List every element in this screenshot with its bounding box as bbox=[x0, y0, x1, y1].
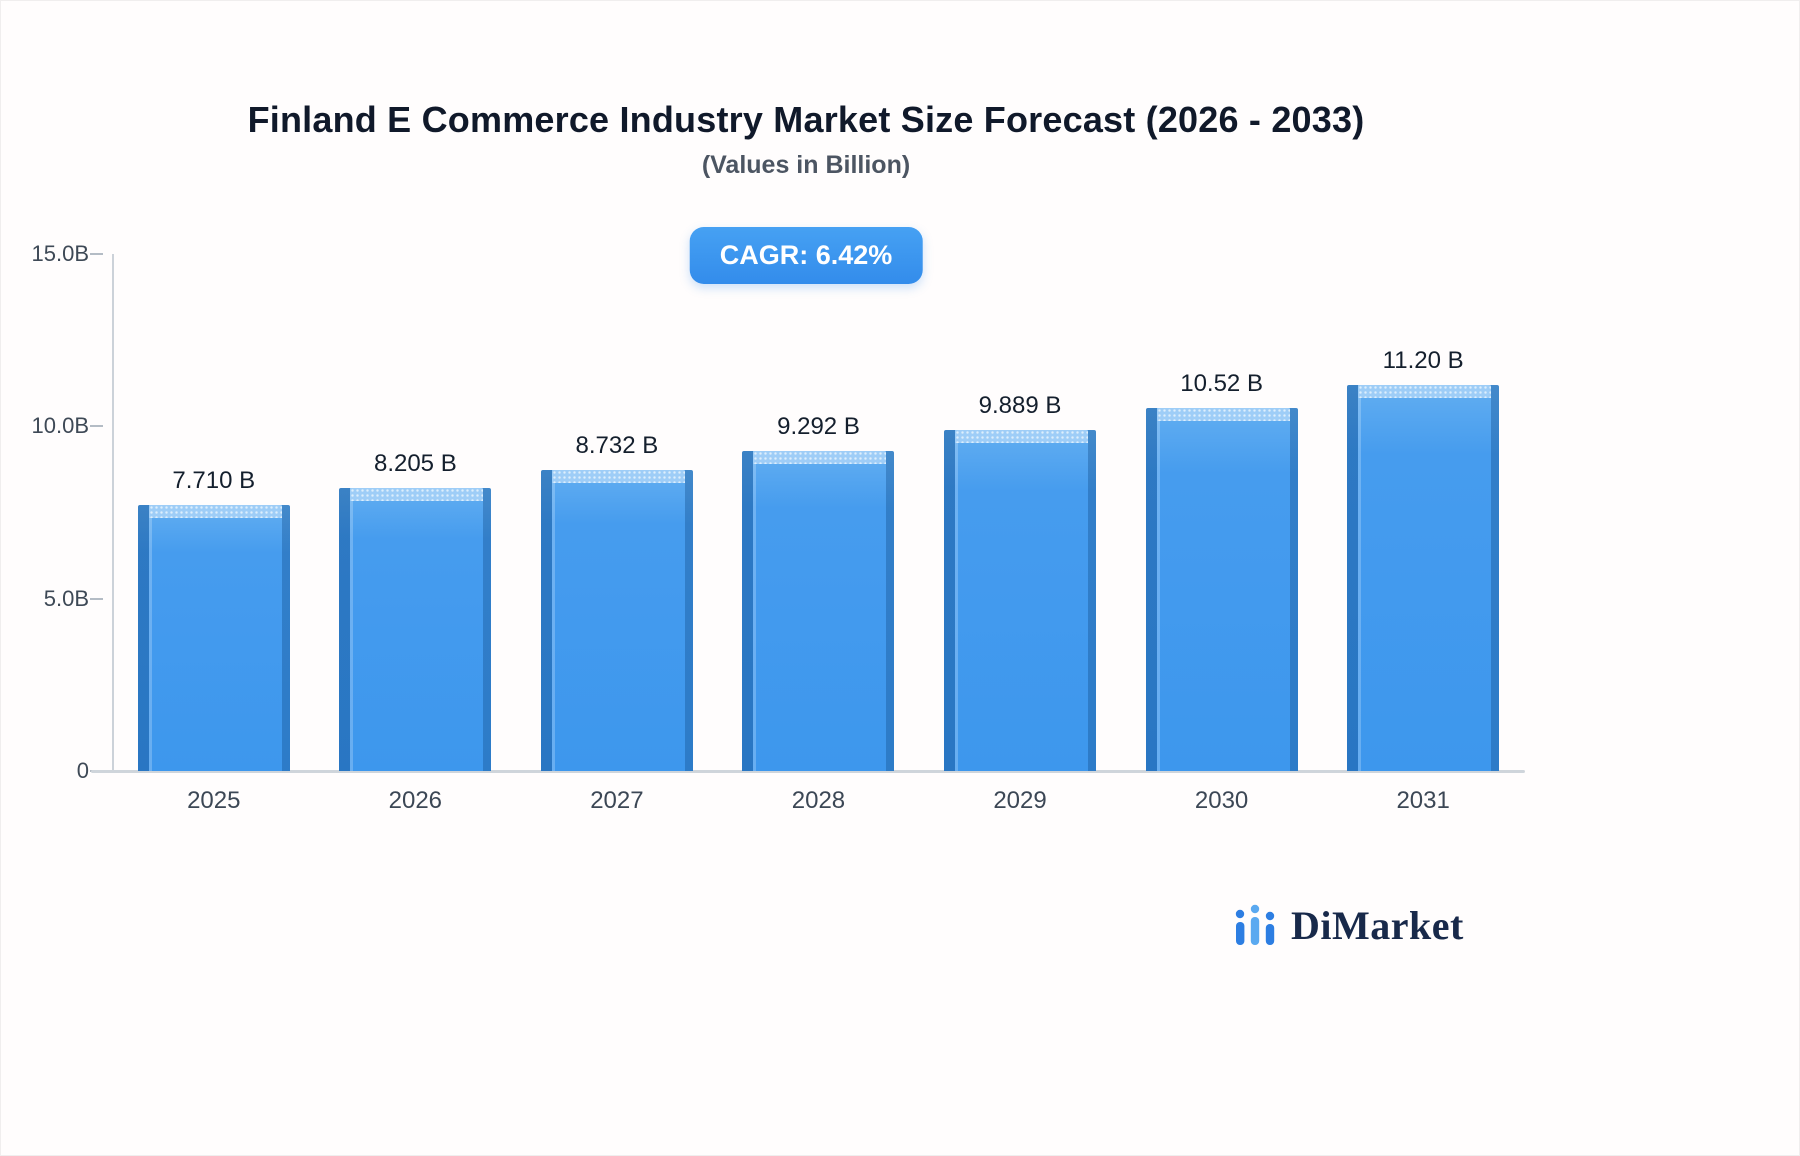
bar-value-label: 8.732 B bbox=[575, 432, 659, 459]
bar-group: 9.889 B bbox=[944, 254, 1097, 771]
bar-2029[interactable] bbox=[944, 430, 1097, 771]
y-tick-label: 5.0B bbox=[43, 585, 89, 611]
x-tick-label: 2029 bbox=[993, 787, 1047, 814]
chart-subtitle: (Values in Billion) bbox=[701, 151, 911, 179]
x-tick-label: 2030 bbox=[1194, 787, 1249, 814]
bar-2026[interactable] bbox=[339, 488, 492, 771]
bar-value-label: 8.205 B bbox=[373, 450, 457, 478]
bar-group: 11.20 B bbox=[1347, 254, 1500, 771]
bar-2030[interactable] bbox=[1145, 408, 1298, 771]
bar-value-label: 7.710 B bbox=[172, 467, 256, 495]
x-axis-line bbox=[91, 770, 1525, 773]
y-tick-mark bbox=[90, 253, 103, 255]
x-tick-label: 2026 bbox=[388, 787, 443, 814]
mini-bar-chart-icon bbox=[1235, 904, 1275, 945]
bar-value-label: 10.52 B bbox=[1180, 370, 1263, 398]
x-tick-label: 2025 bbox=[187, 787, 241, 814]
bar-group: 7.710 B bbox=[137, 254, 290, 771]
bar-group: 8.732 B bbox=[540, 254, 693, 771]
chart-title: Finland E Commerce Industry Market Size … bbox=[247, 99, 1365, 140]
bar-group: 10.52 B bbox=[1145, 254, 1298, 771]
y-tick-mark bbox=[90, 425, 103, 428]
plot-area: 7.710 B 8.205 B 8.732 B 9.292 B 9.889 B 10.52… bbox=[113, 254, 1524, 771]
bar-2027[interactable] bbox=[540, 470, 693, 771]
bar-group: 9.292 B bbox=[742, 254, 895, 771]
bar-value-label: 9.889 B bbox=[978, 392, 1062, 420]
bar-2028[interactable] bbox=[742, 450, 895, 771]
bar-value-label: 11.20 B bbox=[1382, 347, 1464, 374]
bar-2025[interactable] bbox=[137, 505, 290, 771]
brand-name: DiMarket bbox=[1291, 902, 1464, 948]
y-tick-label: 0 bbox=[76, 758, 89, 783]
y-tick-mark bbox=[90, 597, 103, 600]
bar-2031[interactable] bbox=[1347, 385, 1500, 771]
y-tick-label: 15.0B bbox=[31, 241, 90, 266]
x-tick-label: 2031 bbox=[1396, 787, 1450, 814]
bar-group: 8.205 B bbox=[339, 254, 492, 771]
x-tick-label: 2027 bbox=[590, 787, 644, 814]
cagr-badge: CAGR: 6.42% bbox=[689, 227, 923, 284]
brand-logo: DiMarket bbox=[1231, 901, 1464, 949]
y-tick-label: 10.0B bbox=[31, 413, 90, 439]
y-axis-line bbox=[112, 254, 114, 771]
bar-value-label: 9.292 B bbox=[777, 412, 860, 440]
x-axis-labels: 2025 2026 2027 2028 2029 2030 2031 bbox=[113, 787, 1524, 815]
x-tick-label: 2028 bbox=[791, 787, 846, 814]
